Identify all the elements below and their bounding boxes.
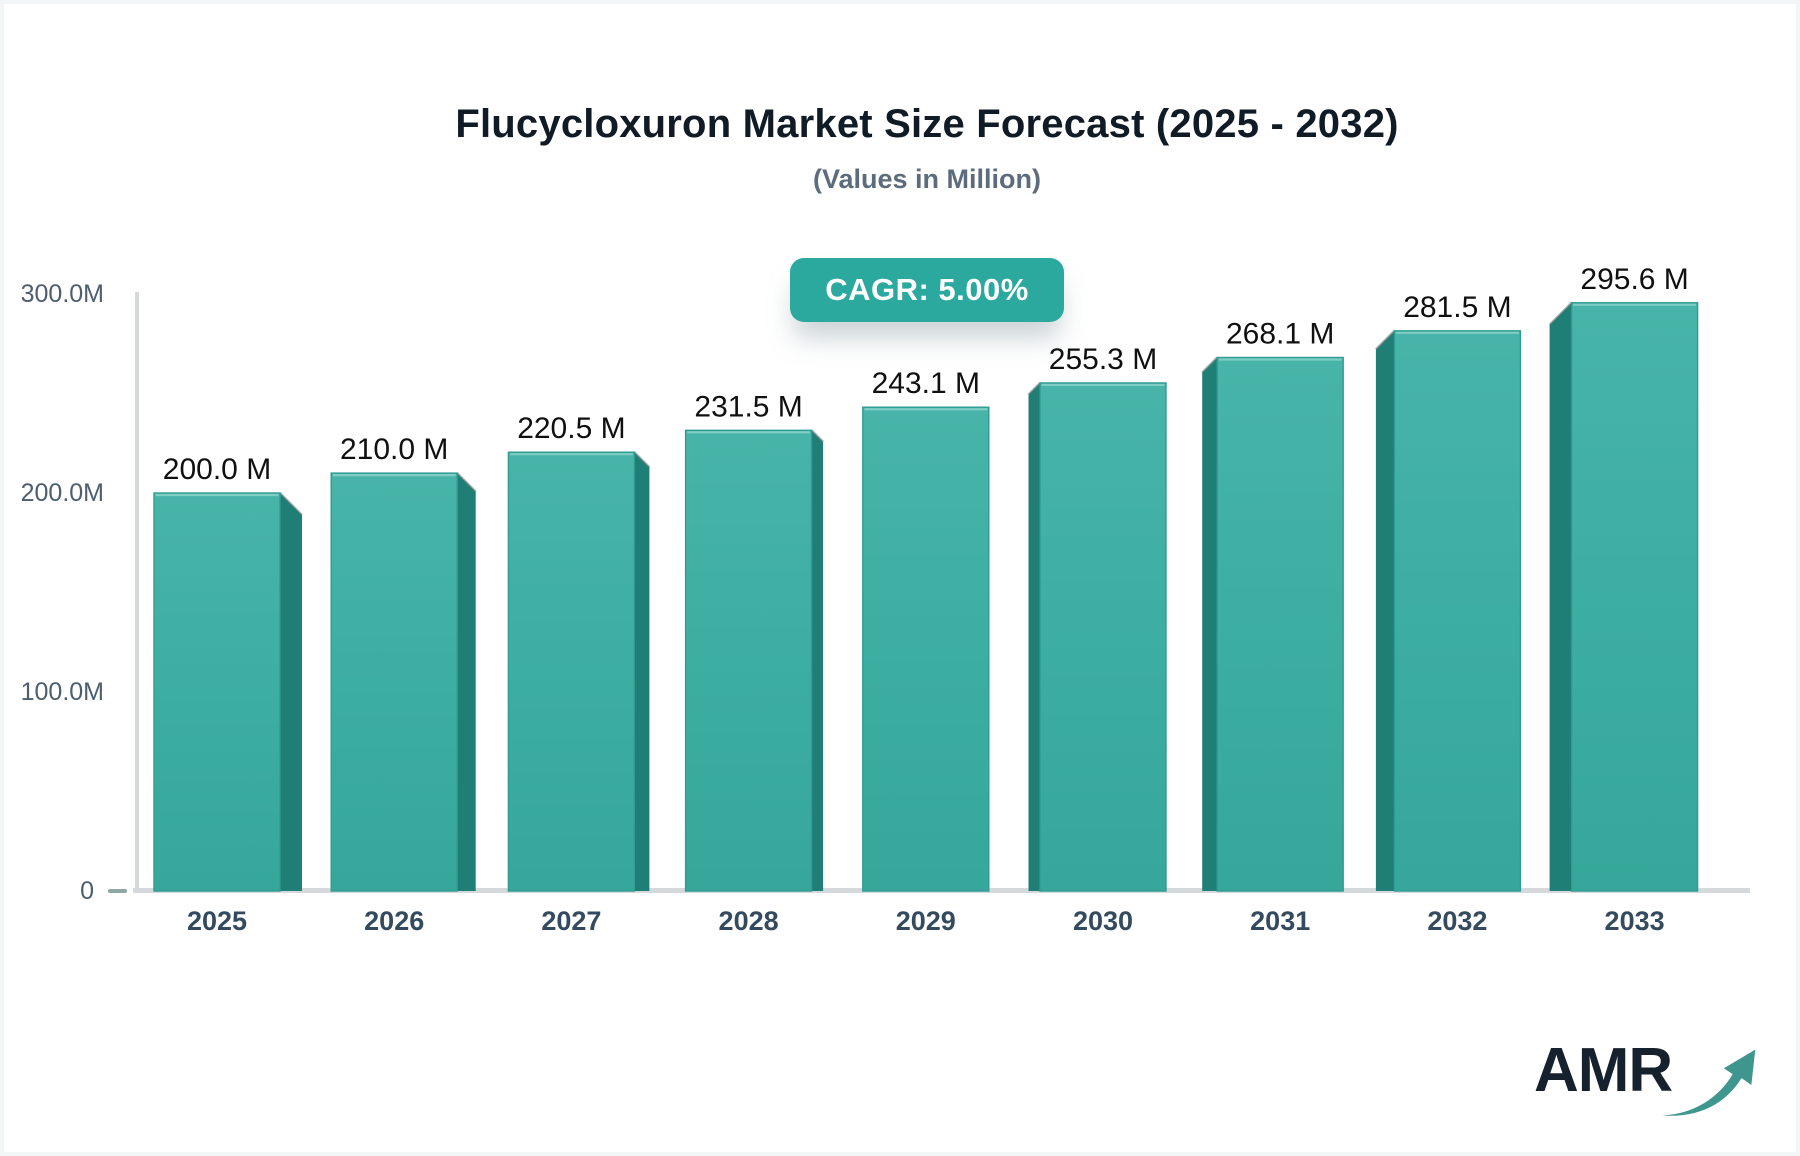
bar-value-label: 243.1 M [872, 367, 980, 400]
chart-subtitle: (Values in Million) [812, 164, 1042, 194]
y-tick-label-200.0M: 200.0M [21, 479, 104, 507]
bar-side-shadow [811, 430, 824, 891]
bar-bevel-edge [279, 492, 303, 516]
logo-growth-arrow-icon [1662, 1049, 1756, 1116]
x-tick-label-2033: 2033 [1605, 906, 1665, 936]
bar-2026: 210.0 M 2026 [330, 433, 477, 936]
bar-value-label: 200.0 M [163, 453, 271, 486]
bar-bevel-edge [1548, 301, 1573, 326]
logo-text: AMR [1534, 1036, 1673, 1105]
x-tick-label-2026: 2026 [364, 906, 424, 936]
bar-face [1570, 302, 1699, 892]
bar-face [862, 406, 990, 892]
x-tick-label-2025: 2025 [187, 906, 247, 936]
x-tick-label-2032: 2032 [1427, 906, 1487, 936]
bar-face [684, 429, 813, 892]
bar-2028: 231.5 M 2028 [684, 390, 824, 936]
bar-2029: 243.1 M 2029 [862, 367, 990, 936]
bar-face [1393, 330, 1522, 892]
bar-bevel-edge [810, 429, 824, 443]
bar-2025: 200.0 M 2025 [153, 453, 303, 936]
bar-bevel-edge [1375, 329, 1396, 351]
bar-side-shadow [1202, 357, 1218, 892]
bar-side-shadow [634, 452, 650, 891]
bar-value-label: 295.6 M [1580, 263, 1688, 296]
y-tick-label-300.0M: 300.0M [21, 280, 104, 308]
bar-value-label: 255.3 M [1049, 343, 1157, 376]
x-tick-label-2031: 2031 [1250, 906, 1310, 936]
amr-logo: AMR [1534, 1040, 1770, 1122]
bar-face [507, 451, 636, 892]
bar-value-label: 210.0 M [340, 433, 448, 466]
bar-face [330, 472, 458, 892]
cagr-badge: CAGR: 5.00% [790, 258, 1064, 322]
bar-face [1216, 356, 1344, 892]
y-tick-label-0: 0 [80, 877, 94, 905]
bar-side-shadow [1375, 330, 1395, 891]
chart-title: Flucycloxuron Market Size Forecast (2025… [455, 102, 1399, 146]
y-tick-label-100.0M: 100.0M [21, 678, 104, 706]
bar-chart-svg: 0 100.0M 200.0M 300.0M 200.0 M 2025 210.0 M 202… [21, 263, 1750, 936]
bar-bevel-edge [1201, 356, 1219, 374]
zero-tick-mark [108, 889, 127, 893]
y-axis-line [135, 292, 139, 893]
bar-side-shadow [280, 493, 302, 891]
bar-value-label: 281.5 M [1403, 291, 1511, 324]
x-tick-label-2027: 2027 [541, 906, 601, 936]
bar-face [1039, 382, 1167, 892]
bar-value-label: 220.5 M [517, 412, 625, 445]
bar-bevel-edge [456, 472, 477, 493]
x-tick-label-2029: 2029 [896, 906, 956, 936]
bar-bevel-edge [633, 451, 651, 469]
bar-chart: 0 100.0M 200.0M 300.0M 200.0 M 2025 210.0 M 202… [4, 4, 1796, 1152]
bar-side-shadow [1549, 302, 1572, 892]
bar-2030: 255.3 M 2030 [1027, 343, 1167, 936]
bar-2032: 281.5 M 2032 [1375, 291, 1522, 936]
bar-value-label: 268.1 M [1226, 317, 1334, 350]
bar-2033: 295.6 M 2033 [1548, 263, 1699, 936]
bar-side-shadow [457, 473, 476, 891]
x-tick-label-2028: 2028 [719, 906, 779, 936]
bar-face [153, 492, 281, 892]
x-tick-label-2030: 2030 [1073, 906, 1133, 936]
bar-2031: 268.1 M 2031 [1201, 317, 1344, 936]
bar-side-shadow [1028, 382, 1040, 891]
bar-value-label: 231.5 M [694, 390, 802, 423]
bar-2027: 220.5 M 2027 [507, 412, 651, 936]
bar-bevel-edge [1027, 382, 1041, 396]
